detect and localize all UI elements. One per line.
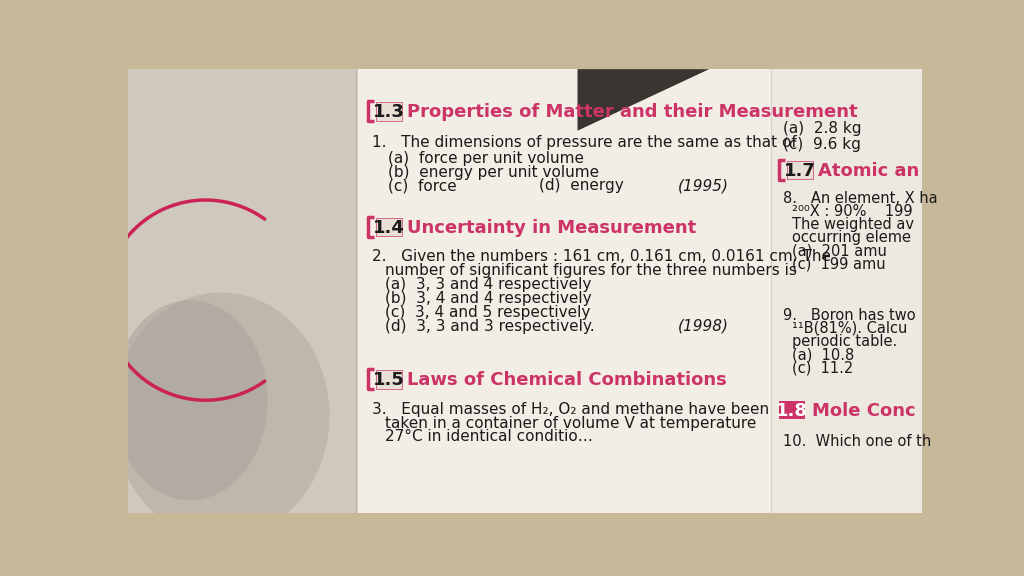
Text: 1.4: 1.4 (373, 219, 406, 237)
Text: taken in a container of volume V at temperature: taken in a container of volume V at temp… (385, 416, 757, 431)
Ellipse shape (113, 293, 330, 539)
Text: 10.  Which one of th: 10. Which one of th (783, 434, 931, 449)
FancyBboxPatch shape (128, 69, 356, 513)
Text: number of significant figures for the three numbers is: number of significant figures for the th… (385, 263, 797, 278)
Text: ²⁰⁰X : 90%    199: ²⁰⁰X : 90% 199 (793, 204, 912, 219)
Text: (1998): (1998) (678, 319, 729, 334)
Text: 1.   The dimensions of pressure are the same as that of: 1. The dimensions of pressure are the sa… (372, 135, 797, 150)
FancyBboxPatch shape (376, 102, 402, 121)
Polygon shape (578, 69, 710, 131)
Text: (d)  energy: (d) energy (539, 179, 624, 194)
FancyBboxPatch shape (771, 69, 922, 513)
Text: (a)  2.8 kg: (a) 2.8 kg (783, 122, 861, 137)
Text: (b)  energy per unit volume: (b) energy per unit volume (388, 165, 599, 180)
Text: 1.8: 1.8 (776, 402, 808, 420)
FancyBboxPatch shape (356, 69, 771, 513)
Text: (c)  199 amu: (c) 199 amu (793, 256, 886, 271)
Text: occurring eleme: occurring eleme (793, 230, 911, 245)
Text: (c)  force: (c) force (388, 179, 457, 194)
FancyBboxPatch shape (779, 401, 805, 419)
Text: periodic table.: periodic table. (793, 334, 897, 349)
Text: (c)  11.2: (c) 11.2 (793, 360, 853, 375)
Text: Atomic an: Atomic an (818, 162, 919, 180)
Text: 1.7: 1.7 (784, 162, 816, 180)
FancyBboxPatch shape (786, 161, 813, 179)
Text: The weighted av: The weighted av (793, 217, 914, 232)
Text: 9.   Boron has two: 9. Boron has two (783, 308, 915, 323)
Text: Properties of Matter and their Measurement: Properties of Matter and their Measureme… (407, 103, 858, 121)
Text: 1.5: 1.5 (373, 371, 406, 389)
Text: (a)  10.8: (a) 10.8 (793, 347, 854, 362)
FancyBboxPatch shape (376, 218, 402, 236)
FancyBboxPatch shape (376, 370, 402, 389)
Text: 2.   Given the numbers : 161 cm, 0.161 cm, 0.0161 cm. The: 2. Given the numbers : 161 cm, 0.161 cm,… (372, 249, 831, 264)
Text: (d)  3, 3 and 3 respectively.: (d) 3, 3 and 3 respectively. (385, 319, 595, 334)
Ellipse shape (113, 300, 267, 501)
Text: (a)  201 amu: (a) 201 amu (793, 243, 887, 258)
Text: Mole Conc: Mole Conc (812, 402, 915, 420)
Text: 1.3: 1.3 (373, 103, 406, 121)
Text: Uncertainty in Measurement: Uncertainty in Measurement (407, 219, 696, 237)
Text: ¹¹B(81%). Calcu: ¹¹B(81%). Calcu (793, 321, 907, 336)
Text: (c)  9.6 kg: (c) 9.6 kg (783, 137, 861, 152)
Text: (1995): (1995) (678, 179, 729, 194)
Text: 27°C in identical conditio…: 27°C in identical conditio… (385, 430, 593, 445)
Text: Laws of Chemical Combinations: Laws of Chemical Combinations (407, 371, 727, 389)
Text: (a)  3, 3 and 4 respectively: (a) 3, 3 and 4 respectively (385, 277, 592, 292)
Text: 3.   Equal masses of H₂, O₂ and methane have been: 3. Equal masses of H₂, O₂ and methane ha… (372, 402, 769, 417)
Text: (c)  3, 4 and 5 respectively: (c) 3, 4 and 5 respectively (385, 305, 591, 320)
Text: 8.   An element, X ha: 8. An element, X ha (783, 191, 938, 206)
Text: (b)  3, 4 and 4 respectively: (b) 3, 4 and 4 respectively (385, 291, 592, 306)
Text: (a)  force per unit volume: (a) force per unit volume (388, 151, 584, 166)
